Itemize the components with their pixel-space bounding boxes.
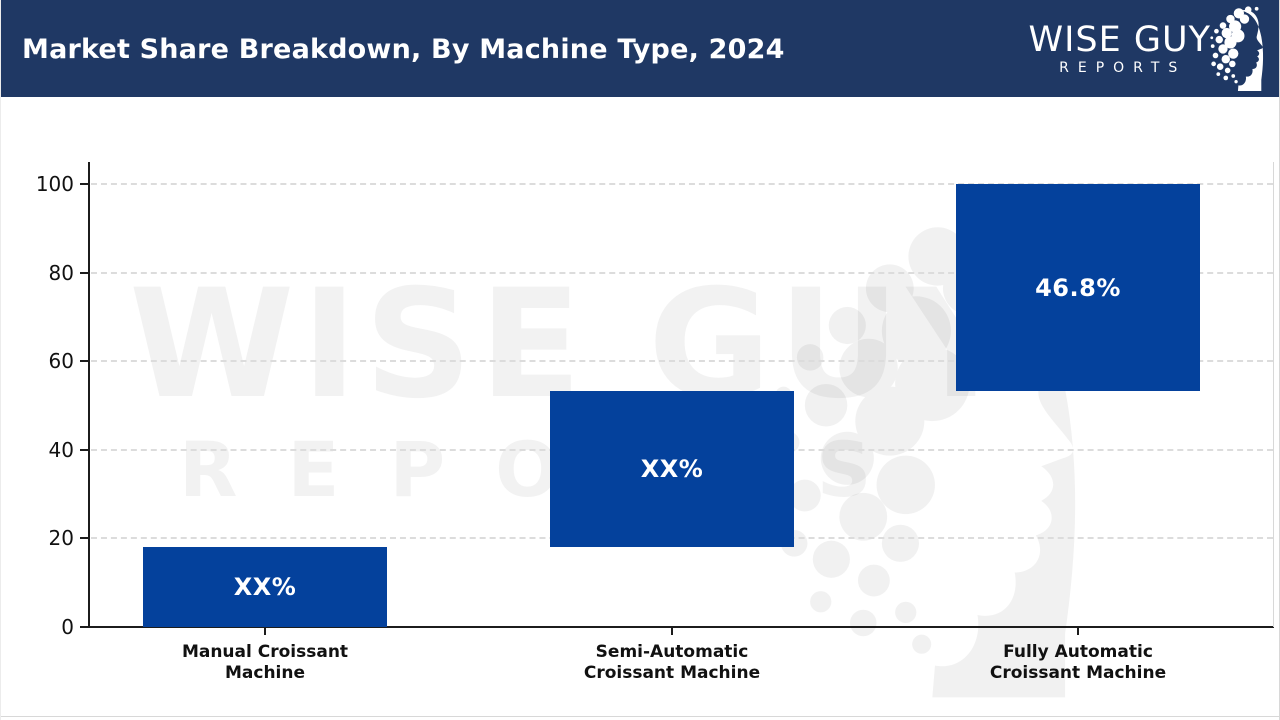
- y-axis-line: [88, 162, 90, 628]
- x-category-line: Manual Croissant: [181, 642, 349, 662]
- y-tick-label: 100: [35, 172, 74, 197]
- x-category-line: Fully Automatic: [1003, 642, 1153, 662]
- bar-2: XX%: [550, 391, 794, 548]
- x-category-line: Croissant Machine: [989, 663, 1167, 683]
- x-axis-line: [88, 626, 1274, 628]
- bar-value-label: 46.8%: [1035, 273, 1121, 302]
- x-category-label: Manual Croissant Machine: [105, 642, 425, 684]
- logo-head-icon: [1210, 6, 1264, 91]
- y-tick-label: 20: [48, 526, 74, 551]
- x-tick: [264, 628, 266, 635]
- header-band: Market Share Breakdown, By Machine Type,…: [1, 0, 1279, 97]
- gridline: [91, 271, 1273, 274]
- x-category-line: Semi-Automatic: [595, 642, 749, 662]
- y-tick: [80, 360, 88, 363]
- right-frame-line: [1273, 162, 1274, 627]
- y-tick: [80, 183, 88, 186]
- y-tick: [80, 626, 88, 628]
- x-category-label: Semi-Automatic Croissant Machine: [512, 642, 832, 684]
- logo-wordmark: WISE GUY REPORTS: [1028, 21, 1211, 76]
- bar-value-label: XX%: [640, 455, 704, 484]
- y-tick-label: 40: [48, 437, 74, 462]
- gridline: [91, 360, 1273, 363]
- logo-wordmark-line1: WISE GUY: [1028, 19, 1211, 60]
- y-tick: [80, 448, 88, 451]
- bar-value-label: XX%: [233, 573, 297, 602]
- x-tick: [671, 628, 673, 635]
- y-tick-label: 80: [48, 260, 74, 285]
- y-tick: [80, 537, 88, 540]
- brand-logo: WISE GUY REPORTS: [1028, 5, 1269, 91]
- x-category-line: Machine: [224, 663, 306, 683]
- page-title: Market Share Breakdown, By Machine Type,…: [22, 34, 785, 65]
- x-category-line: Croissant Machine: [583, 663, 761, 683]
- logo-wordmark-line2: REPORTS: [1059, 59, 1187, 76]
- bottom-border-line: [1, 716, 1279, 717]
- gridline: [91, 183, 1273, 186]
- x-tick: [1077, 628, 1079, 635]
- y-tick-label: 60: [48, 349, 74, 374]
- x-category-label: Fully Automatic Croissant Machine: [918, 642, 1238, 684]
- bar-3: 46.8%: [956, 184, 1200, 392]
- bar-1: XX%: [143, 547, 387, 627]
- y-tick-label: 0: [61, 615, 74, 639]
- y-tick: [80, 271, 88, 274]
